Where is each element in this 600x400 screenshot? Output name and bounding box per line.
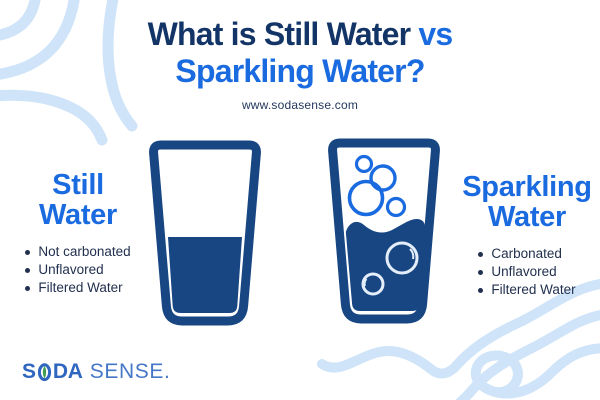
title-accent-vs: vs [418, 16, 453, 52]
list-item: Not carbonated [25, 243, 131, 261]
title-text: What is Still Water [147, 16, 412, 52]
logo-letters-da: DA [52, 360, 83, 383]
list-item: Unflavored [478, 263, 575, 281]
sparkling-water-column: Sparkling Water Carbonated Unflavored Fi… [452, 172, 600, 299]
header: What is Still Water vs Sparkling Water? … [0, 16, 600, 112]
bullet-icon [25, 267, 31, 273]
list-item: Filtered Water [25, 279, 130, 297]
still-water-glass-icon [149, 140, 261, 326]
sparkling-heading-line1: Sparkling [462, 171, 592, 203]
sparkling-water-bullet-list: Carbonated Unflavored Filtered Water [478, 245, 576, 299]
bullet-icon [25, 285, 31, 291]
still-heading-line2: Water [39, 199, 117, 231]
sparkling-water-heading: Sparkling Water [452, 172, 600, 232]
still-water-column: Still Water Not carbonated Unflavored Fi… [2, 170, 154, 297]
bullet-icon [478, 287, 484, 293]
page-title-line2: Sparkling Water? [175, 53, 425, 89]
list-item-label: Unflavored [491, 264, 557, 279]
underwater-bubbles-icon [361, 241, 419, 296]
sparkling-heading-line2: Water [488, 201, 566, 233]
list-item: Unflavored [25, 261, 130, 279]
swirl-waves-bottom-right-icon [317, 279, 600, 400]
list-item: Carbonated [478, 245, 575, 263]
list-item-label: Unflavored [38, 262, 104, 277]
bullet-icon [478, 269, 484, 275]
still-heading-line1: Still [52, 169, 104, 201]
air-bubbles-icon [347, 154, 407, 218]
list-item-label: Not carbonated [38, 244, 131, 259]
list-item-label: Filtered Water [38, 280, 123, 295]
list-item-label: Filtered Water [491, 282, 576, 297]
sparkling-water-glass-icon [328, 138, 440, 324]
bullet-icon [25, 249, 31, 255]
page-title: What is Still Water vs [0, 16, 600, 53]
still-water-heading: Still Water [2, 170, 154, 230]
list-item-label: Carbonated [491, 246, 562, 261]
logo-soda-wordmark: S DA [22, 360, 83, 384]
logo-letter-s: S [22, 360, 36, 383]
leaf-in-o-icon [37, 363, 51, 382]
logo-sense-wordmark: SENSE. [89, 360, 171, 383]
soda-sense-logo: S DA SENSE. [22, 360, 170, 384]
still-water-bullet-list: Not carbonated Unflavored Filtered Water [25, 243, 131, 297]
website-url: www.sodasense.com [241, 98, 359, 112]
bullet-icon [478, 251, 484, 257]
ripple-waves-top-left-icon [0, 0, 138, 146]
list-item: Filtered Water [478, 281, 576, 299]
